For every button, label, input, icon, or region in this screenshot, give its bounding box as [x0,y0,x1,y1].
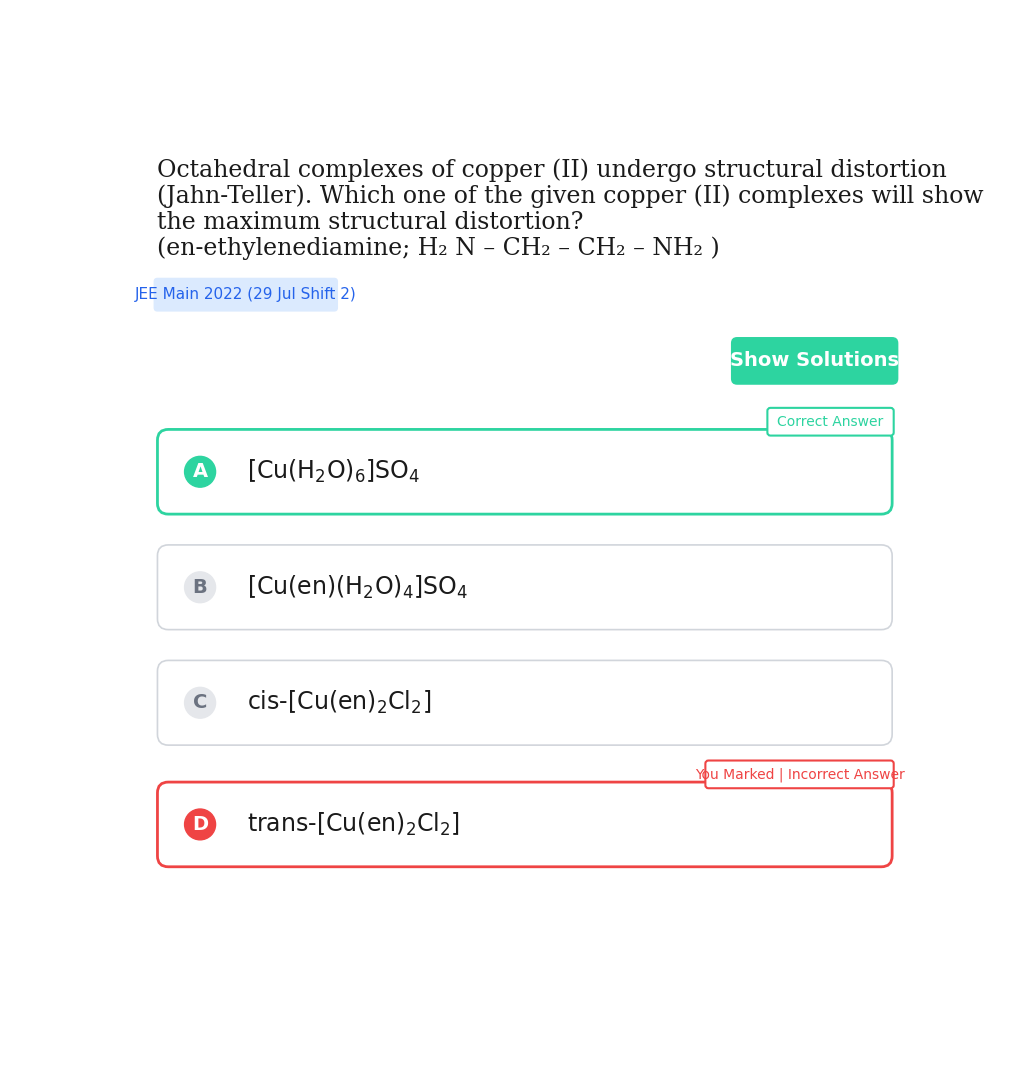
Text: Correct Answer: Correct Answer [777,414,884,428]
Text: $\mathrm{trans\text{-}} \left[\mathrm{Cu(en)_2Cl_2}\right]$: $\mathrm{trans\text{-}} \left[\mathrm{Cu… [247,811,460,838]
Circle shape [184,571,216,603]
Circle shape [184,456,216,487]
Text: $\mathrm{cis\text{-}} \left[\mathrm{Cu(en)_2Cl_2}\right]$: $\mathrm{cis\text{-}} \left[\mathrm{Cu(e… [247,689,431,717]
FancyBboxPatch shape [158,661,892,745]
Text: You Marked | Incorrect Answer: You Marked | Incorrect Answer [694,767,904,781]
Text: D: D [193,815,208,834]
FancyBboxPatch shape [158,544,892,629]
Text: A: A [193,463,208,481]
Text: B: B [193,578,208,597]
Text: $\left[\mathrm{Cu(H_2O)_6}\right] \mathrm{SO_4}$: $\left[\mathrm{Cu(H_2O)_6}\right] \mathr… [247,458,420,485]
Text: Show Solutions: Show Solutions [730,352,899,370]
Text: (Jahn-Teller). Which one of the given copper (II) complexes will show: (Jahn-Teller). Which one of the given co… [158,185,984,208]
FancyBboxPatch shape [767,408,894,436]
Text: (en-ethylenediamine; H₂ N – CH₂ – CH₂ – NH₂ ): (en-ethylenediamine; H₂ N – CH₂ – CH₂ – … [158,237,720,260]
Text: the maximum structural distortion?: the maximum structural distortion? [158,211,584,233]
Text: JEE Main 2022 (29 Jul Shift 2): JEE Main 2022 (29 Jul Shift 2) [135,287,356,302]
Text: C: C [193,693,207,712]
Text: $\left[\mathrm{Cu(en)(H_2O)_4}\right] \mathrm{SO_4}$: $\left[\mathrm{Cu(en)(H_2O)_4}\right] \m… [247,574,468,600]
Text: Octahedral complexes of copper (II) undergo structural distortion: Octahedral complexes of copper (II) unde… [158,158,947,182]
Circle shape [184,809,216,840]
FancyBboxPatch shape [154,278,338,312]
FancyBboxPatch shape [158,782,892,867]
FancyBboxPatch shape [158,429,892,514]
Circle shape [184,688,216,718]
FancyBboxPatch shape [731,337,898,385]
FancyBboxPatch shape [706,761,894,789]
